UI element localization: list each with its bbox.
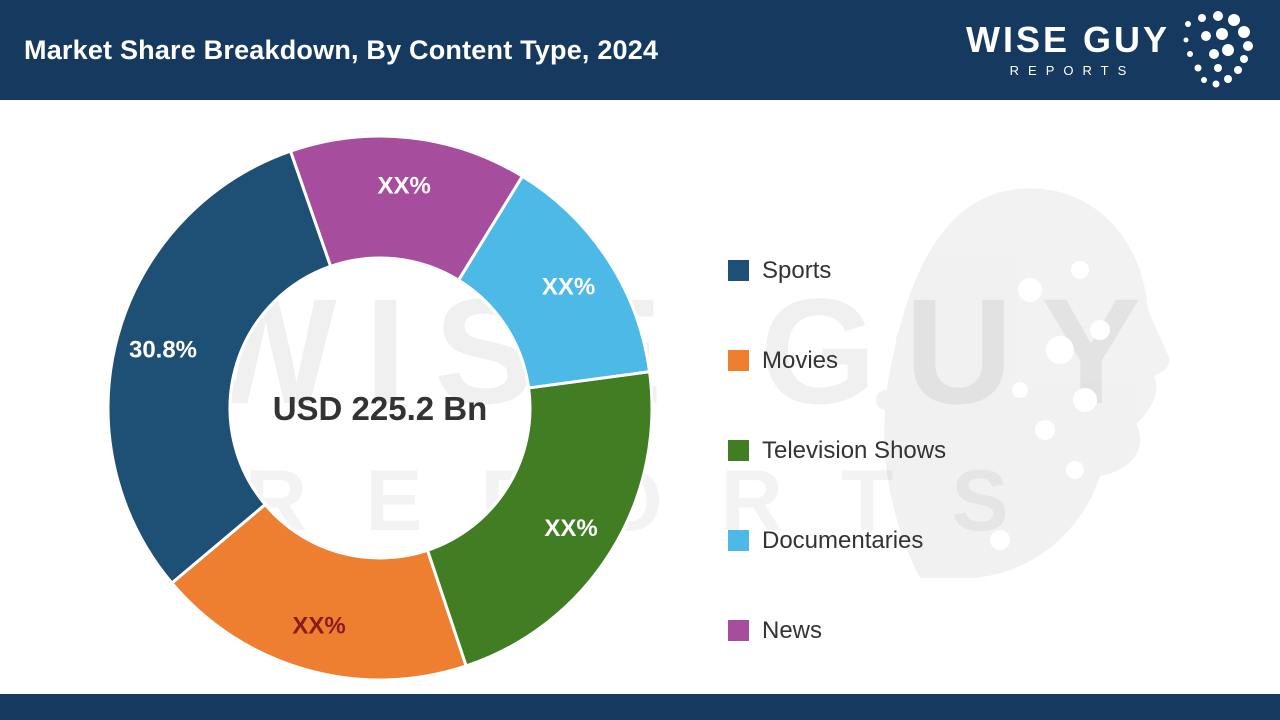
logo: WISE GUY REPORTS [966,10,1254,90]
legend-swatch [728,350,749,371]
legend-label: Sports [762,256,832,284]
header: Market Share Breakdown, By Content Type,… [0,0,1280,100]
legend-item-movies: Movies [728,344,946,377]
legend-item-documentaries: Documentaries [728,524,946,557]
segment-label-television-shows: XX% [544,515,597,542]
legend-label: Television Shows [762,436,947,464]
watermark-head-icon [876,188,1170,578]
legend-swatch [728,620,749,641]
donut-segment-television-shows [426,370,654,668]
logo-text: WISE GUY REPORTS [965,19,1170,79]
legend-label: News [762,616,823,644]
chart-area: WISE GUY REPORTS USD 225.2 Bn 30.8%XX%XX… [0,100,1280,694]
segment-label-news: XX% [378,172,431,199]
logo-head-icon [1183,11,1253,88]
legend-item-news: News [728,614,946,647]
watermark-text-1: WISE GUY [195,267,1170,435]
legend-item-sports: Sports [728,254,946,287]
legend-swatch [728,440,749,461]
logo-wordmark: WISE GUY [965,19,1170,60]
legend-label: Documentaries [762,526,924,554]
legend: Sports Movies Television Shows Documenta… [728,254,946,647]
legend-swatch [728,260,749,281]
legend-swatch [728,530,749,551]
segment-label-documentaries: XX% [542,273,595,300]
legend-label: Movies [762,346,839,374]
page-title: Market Share Breakdown, By Content Type,… [24,34,659,65]
segment-label-movies: XX% [292,613,345,640]
logo-subtitle: REPORTS [1009,63,1136,78]
donut-segment-movies [170,503,468,682]
donut-segment-sports [106,149,333,585]
segment-label-sports: 30.8% [129,336,197,363]
footer-bar [0,694,1280,720]
center-value: USD 225.2 Bn [273,390,488,427]
donut-chart: USD 225.2 Bn 30.8% XX% XX% XX% XX% [106,134,654,682]
donut-segment-news [289,134,524,282]
legend-item-television-shows: Television Shows [728,434,946,467]
